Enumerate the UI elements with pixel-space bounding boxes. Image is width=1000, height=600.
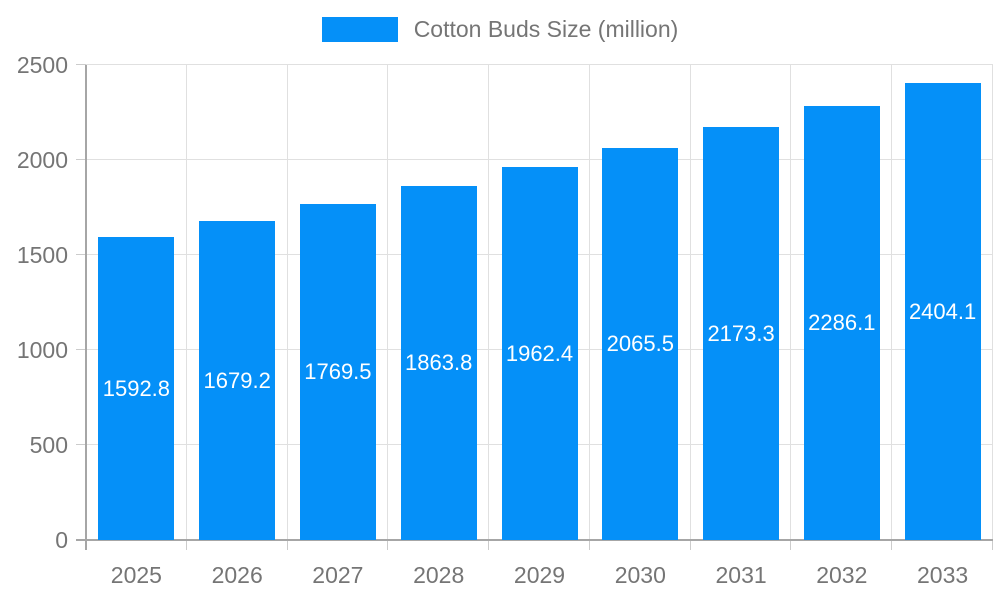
bar [803,105,880,540]
x-axis-line [76,539,993,541]
x-axis-tick-label: 2029 [513,562,566,588]
x-axis-tick-label: 2025 [110,562,162,588]
bar-value-label: 2065.5 [606,330,674,356]
x-tick-mark [186,540,187,550]
legend-label: Cotton Buds Size (million) [413,16,679,42]
bar-value-label: 2404.1 [908,298,977,324]
bar [501,167,578,540]
x-tick-mark [891,540,892,550]
gridline-vertical [891,65,892,540]
y-axis-tick-label: 1000 [16,337,68,363]
y-axis-line [85,65,87,550]
y-axis-tick-label: 1500 [16,242,68,268]
x-axis-tick-label: 2033 [917,562,969,588]
x-axis-tick-label: 2032 [816,562,868,588]
y-tick-mark [76,159,86,160]
y-tick-mark [76,349,86,350]
gridline-vertical [287,65,288,540]
y-axis-tick-label: 2500 [16,52,68,78]
bar [98,237,175,540]
y-axis-tick-label: 0 [55,527,68,553]
gridline-vertical [992,65,993,540]
bar-value-label: 1679.2 [203,367,271,393]
legend-swatch [321,17,398,42]
bar [904,83,981,540]
bar [299,203,376,540]
x-axis-tick-label: 2028 [413,562,465,588]
bar-value-label: 2173.3 [707,320,775,346]
bar [199,221,276,540]
gridline-vertical [589,65,590,540]
x-axis-tick-label: 2027 [312,562,364,588]
gridline-horizontal [86,159,993,160]
bar-value-label: 2286.1 [808,309,876,335]
bar [602,147,679,540]
x-axis-tick-label: 2030 [614,562,666,588]
legend-item-cotton-buds[interactable]: Cotton Buds Size (million) [321,16,679,43]
bar-value-label: 1769.5 [304,358,372,384]
bar [703,127,780,540]
x-tick-mark [790,540,791,550]
y-tick-mark [76,444,86,445]
gridline-vertical [387,65,388,540]
x-tick-mark [992,540,993,550]
x-tick-mark [488,540,489,550]
y-axis-tick-label: 2000 [16,147,68,173]
bar-value-label: 1592.8 [102,375,171,401]
gridline-vertical [690,65,691,540]
y-axis-tick-label: 500 [29,432,68,458]
x-tick-mark [387,540,388,550]
x-tick-mark [690,540,691,550]
x-tick-mark [589,540,590,550]
bar-value-label: 1863.8 [405,349,473,375]
bar-value-label: 1962.4 [505,340,574,366]
x-axis-tick-label: 2026 [211,562,263,588]
x-tick-mark [287,540,288,550]
gridline-horizontal [86,64,993,65]
y-tick-mark [76,64,86,65]
legend: Cotton Buds Size (million) [0,16,1000,43]
gridline-vertical [488,65,489,540]
bar [400,185,477,540]
gridline-vertical [186,65,187,540]
gridline-vertical [790,65,791,540]
x-axis-tick-label: 2031 [715,562,767,588]
y-tick-mark [76,254,86,255]
